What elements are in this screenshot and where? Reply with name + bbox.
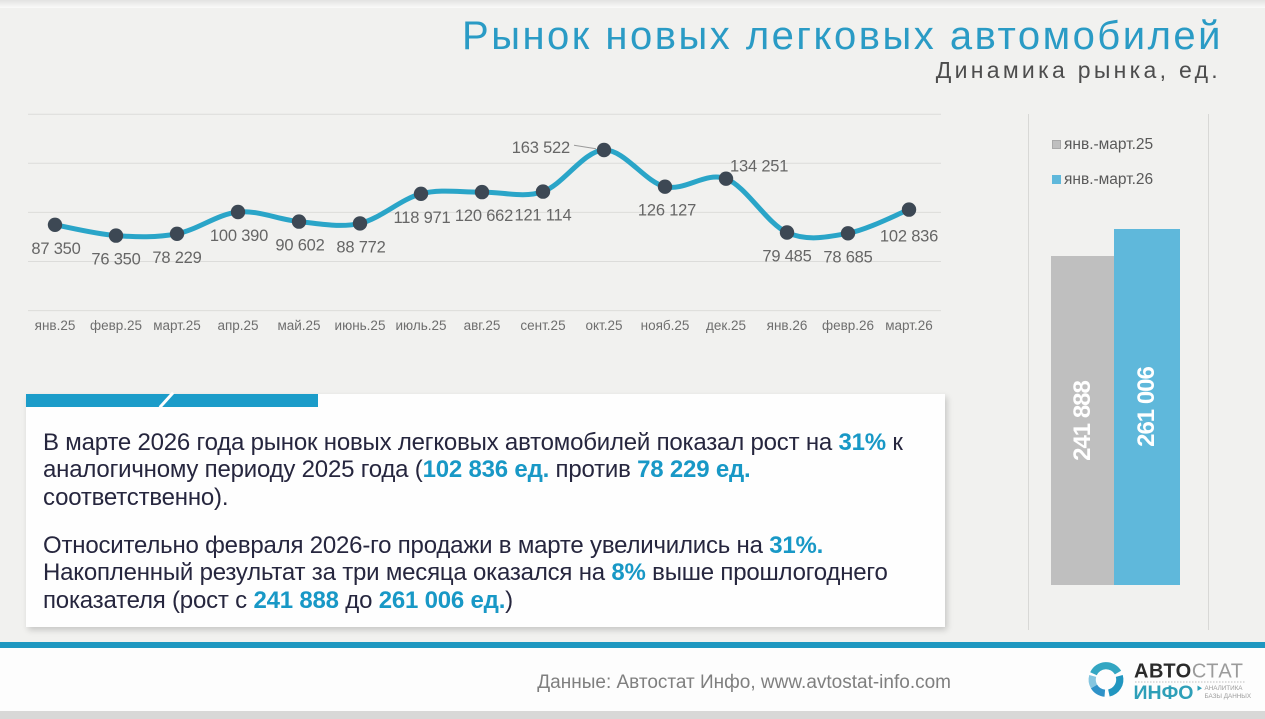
svg-text:март.26: март.26: [885, 318, 932, 333]
svg-text:сент.25: сент.25: [520, 318, 565, 333]
svg-text:нояб.25: нояб.25: [641, 318, 690, 333]
svg-text:ИНФО: ИНФО: [1134, 682, 1194, 704]
svg-text:87 350: 87 350: [31, 240, 80, 258]
svg-text:окт.25: окт.25: [585, 318, 622, 333]
svg-text:июнь.25: июнь.25: [335, 318, 386, 333]
svg-text:авг.25: авг.25: [464, 318, 501, 333]
svg-text:102 836: 102 836: [880, 228, 938, 246]
svg-text:90 602: 90 602: [275, 237, 324, 255]
svg-text:дек.25: дек.25: [706, 318, 746, 333]
svg-text:88 772: 88 772: [336, 238, 385, 256]
svg-text:134 251: 134 251: [730, 158, 788, 176]
svg-text:март.25: март.25: [153, 318, 200, 333]
svg-text:126 127: 126 127: [638, 202, 696, 220]
svg-text:февр.26: февр.26: [822, 318, 874, 333]
svg-text:АВТОСТАТ: АВТОСТАТ: [1134, 661, 1244, 683]
svg-text:78 685: 78 685: [823, 248, 872, 266]
svg-text:июль.25: июль.25: [395, 318, 446, 333]
svg-text:янв.26: янв.26: [767, 318, 808, 333]
svg-text:121 114: 121 114: [514, 207, 571, 225]
svg-text:май.25: май.25: [277, 318, 320, 333]
svg-text:апр.25: апр.25: [217, 318, 258, 333]
svg-text:118 971: 118 971: [393, 209, 450, 227]
svg-text:163 522: 163 522: [512, 139, 570, 157]
svg-text:БАЗЫ ДАННЫХ: БАЗЫ ДАННЫХ: [1205, 693, 1252, 700]
svg-text:120 662: 120 662: [455, 207, 513, 225]
svg-text:78 229: 78 229: [152, 249, 201, 267]
svg-text:79 485: 79 485: [762, 248, 811, 266]
svg-text:76 350: 76 350: [91, 251, 140, 269]
svg-text:февр.25: февр.25: [90, 318, 142, 333]
svg-text:АНАЛИТИКА: АНАЛИТИКА: [1205, 685, 1244, 692]
svg-text:100 390: 100 390: [210, 227, 268, 245]
svg-text:янв.25: янв.25: [35, 318, 76, 333]
